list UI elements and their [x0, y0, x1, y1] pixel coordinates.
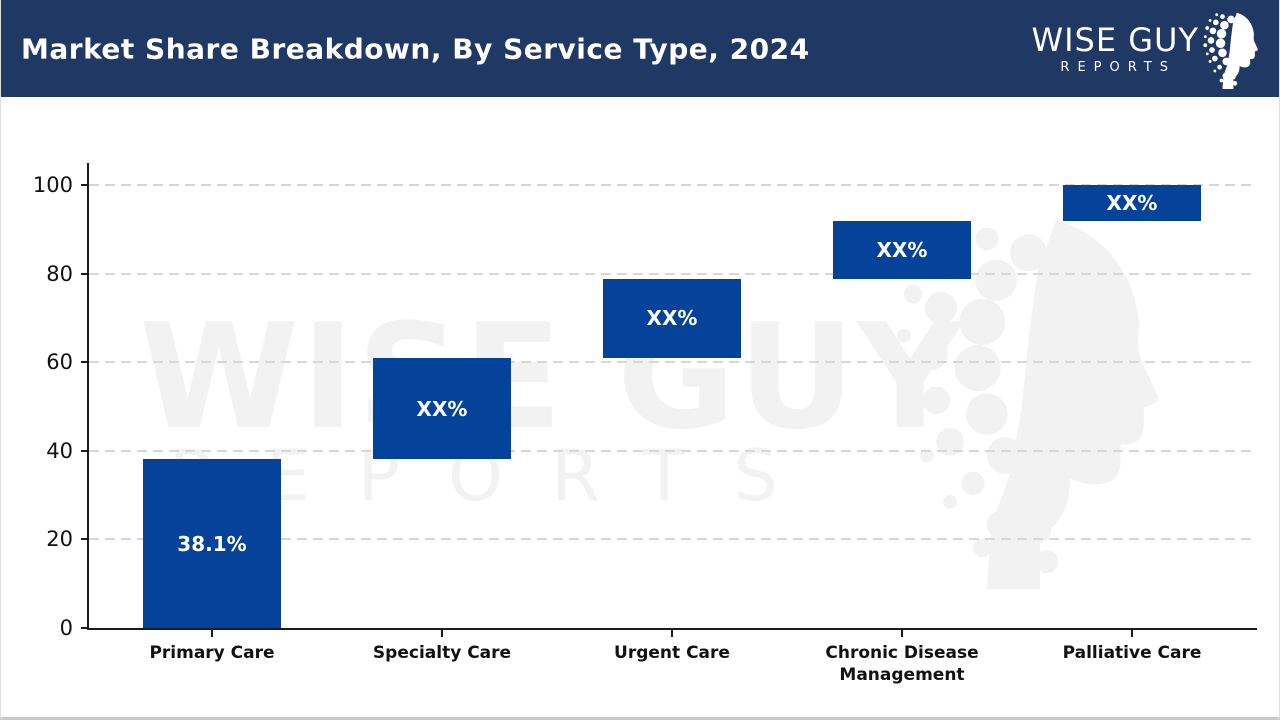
bar-value-label: XX%	[646, 306, 698, 331]
x-axis-tick	[901, 630, 903, 637]
y-axis-tick	[81, 361, 88, 364]
bar-value-label: XX%	[1106, 190, 1158, 215]
y-axis-tick-label: 0	[59, 616, 73, 640]
gridline	[89, 184, 1257, 187]
gridline	[89, 272, 1257, 275]
bar-palliative-care: XX%	[1063, 185, 1201, 221]
bar-urgent-care: XX%	[603, 279, 741, 358]
logo-subtitle: REPORTS	[1060, 59, 1177, 75]
logo-head-icon	[1203, 12, 1258, 90]
bar-value-label: 38.1%	[177, 531, 247, 556]
x-axis-label-specialty-care: Specialty Care	[372, 643, 512, 663]
y-axis-tick-label: 60	[46, 350, 73, 375]
x-axis-label-primary-care: Primary Care	[149, 643, 275, 663]
x-axis-label-chronic-disease-management: Chronic Disease Management	[825, 643, 979, 686]
x-axis-tick	[441, 630, 443, 637]
y-axis-tick-label: 20	[46, 527, 73, 552]
plot-area: 0 20 40 60 80 100 38.1% XX% XX% XX% XX% Primary Car…	[1, 97, 1279, 717]
x-axis-tick	[671, 630, 673, 637]
y-axis-line	[87, 163, 89, 630]
y-axis-tick	[81, 184, 88, 187]
logo-text: WISE GUY REPORTS	[1031, 24, 1199, 75]
header: Market Share Breakdown, By Service Type,…	[1, 0, 1279, 97]
gridline	[89, 361, 1257, 364]
y-axis-tick-label: 100	[32, 173, 73, 198]
x-axis-line	[87, 628, 1257, 630]
bar-chronic-disease-management: XX%	[833, 220, 971, 280]
y-axis-tick-label: 80	[46, 261, 73, 286]
logo-wordmark: WISE GUY	[1031, 21, 1199, 60]
wiseguy-logo: WISE GUY REPORTS	[1031, 9, 1263, 90]
x-axis-tick	[211, 630, 213, 637]
x-axis-label-urgent-care: Urgent Care	[614, 643, 730, 663]
gridline	[89, 449, 1257, 452]
x-axis-label-palliative-care: Palliative Care	[1062, 643, 1202, 663]
y-axis-tick	[81, 272, 88, 275]
page-title: Market Share Breakdown, By Service Type,…	[21, 32, 810, 65]
bar-value-label: XX%	[876, 237, 928, 262]
bar-value-label: XX%	[416, 396, 468, 421]
y-axis-tick-label: 40	[46, 438, 73, 463]
x-axis-tick	[1131, 630, 1133, 637]
bar-primary-care: 38.1%	[143, 459, 281, 628]
waterfall-chart: WISE GUY REPORTS 0 20 40 60 80 100 38.1% XX% XX%…	[1, 97, 1279, 717]
gridline	[89, 538, 1257, 541]
bar-specialty-care: XX%	[373, 357, 511, 460]
y-axis-tick	[81, 627, 88, 629]
y-axis-tick	[81, 538, 88, 541]
y-axis-tick	[81, 449, 88, 452]
